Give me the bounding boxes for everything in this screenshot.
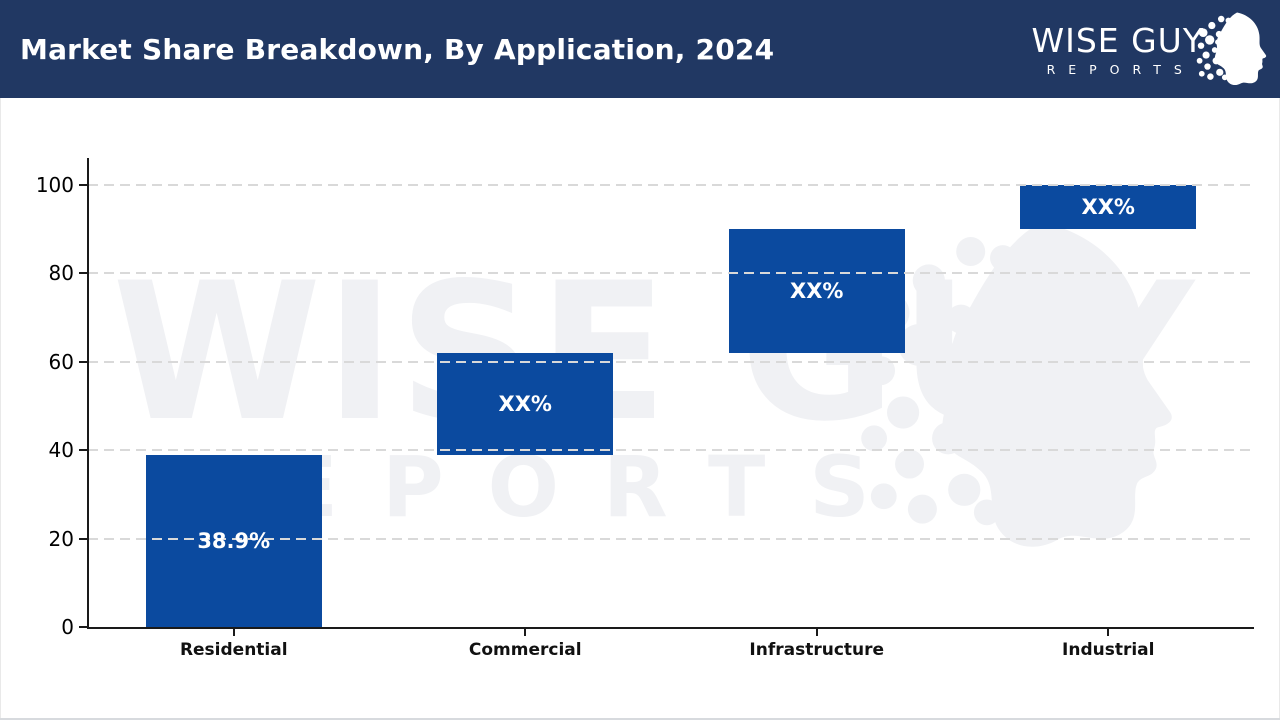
- bar-value-label-industrial: XX%: [1081, 195, 1135, 220]
- logo-head-icon: [1196, 12, 1267, 86]
- brand-logo-text: WISE GUY REPORTS: [1031, 24, 1204, 77]
- gridline-20: [88, 537, 1254, 540]
- x-tick-mark-infrastructure: [815, 629, 818, 636]
- x-axis-category-label-industrial: Industrial: [1062, 640, 1155, 660]
- y-axis-tick-label-0: 0: [61, 615, 74, 639]
- x-axis-line: [87, 627, 1254, 629]
- x-tick-mark-commercial: [524, 629, 527, 636]
- bar-value-label-residential: 38.9%: [197, 529, 271, 554]
- x-tick-mark-residential: [232, 629, 235, 636]
- gridline-40: [88, 449, 1254, 452]
- x-axis-category-label-infrastructure: Infrastructure: [749, 640, 885, 660]
- gridline-100: [88, 184, 1254, 186]
- y-tick-mark-20: [79, 537, 87, 540]
- y-tick-mark-0: [79, 626, 87, 628]
- bar-commercial: [437, 352, 614, 456]
- header-bar: Market Share Breakdown, By Application, …: [0, 0, 1280, 98]
- page-title: Market Share Breakdown, By Application, …: [20, 32, 775, 66]
- y-tick-mark-40: [79, 449, 87, 452]
- y-axis-tick-label-60: 60: [48, 349, 74, 374]
- y-tick-mark-60: [79, 360, 87, 363]
- y-tick-mark-80: [79, 272, 87, 275]
- y-axis-tick-label-40: 40: [48, 438, 74, 463]
- y-axis-tick-label-100: 100: [35, 173, 74, 197]
- gridline-80: [88, 272, 1254, 275]
- x-axis-category-label-residential: Residential: [179, 640, 288, 660]
- bar-residential: [145, 455, 322, 627]
- bar-value-label-infrastructure: XX%: [790, 279, 844, 304]
- brand-logo: WISE GUY REPORTS: [1031, 6, 1268, 94]
- logo-subtext: REPORTS: [1046, 61, 1195, 77]
- bar-value-label-commercial: XX%: [498, 392, 552, 416]
- bar-industrial: [1020, 185, 1197, 230]
- x-tick-mark-industrial: [1107, 629, 1110, 636]
- y-axis-line: [87, 158, 89, 629]
- y-tick-mark-100: [79, 184, 87, 186]
- y-axis-tick-label-20: 20: [48, 526, 74, 551]
- gridline-60: [88, 360, 1254, 363]
- x-axis-category-label-commercial: Commercial: [468, 640, 582, 660]
- logo-wordmark: WISE GUY: [1031, 20, 1204, 60]
- y-axis-tick-label-80: 80: [48, 261, 74, 286]
